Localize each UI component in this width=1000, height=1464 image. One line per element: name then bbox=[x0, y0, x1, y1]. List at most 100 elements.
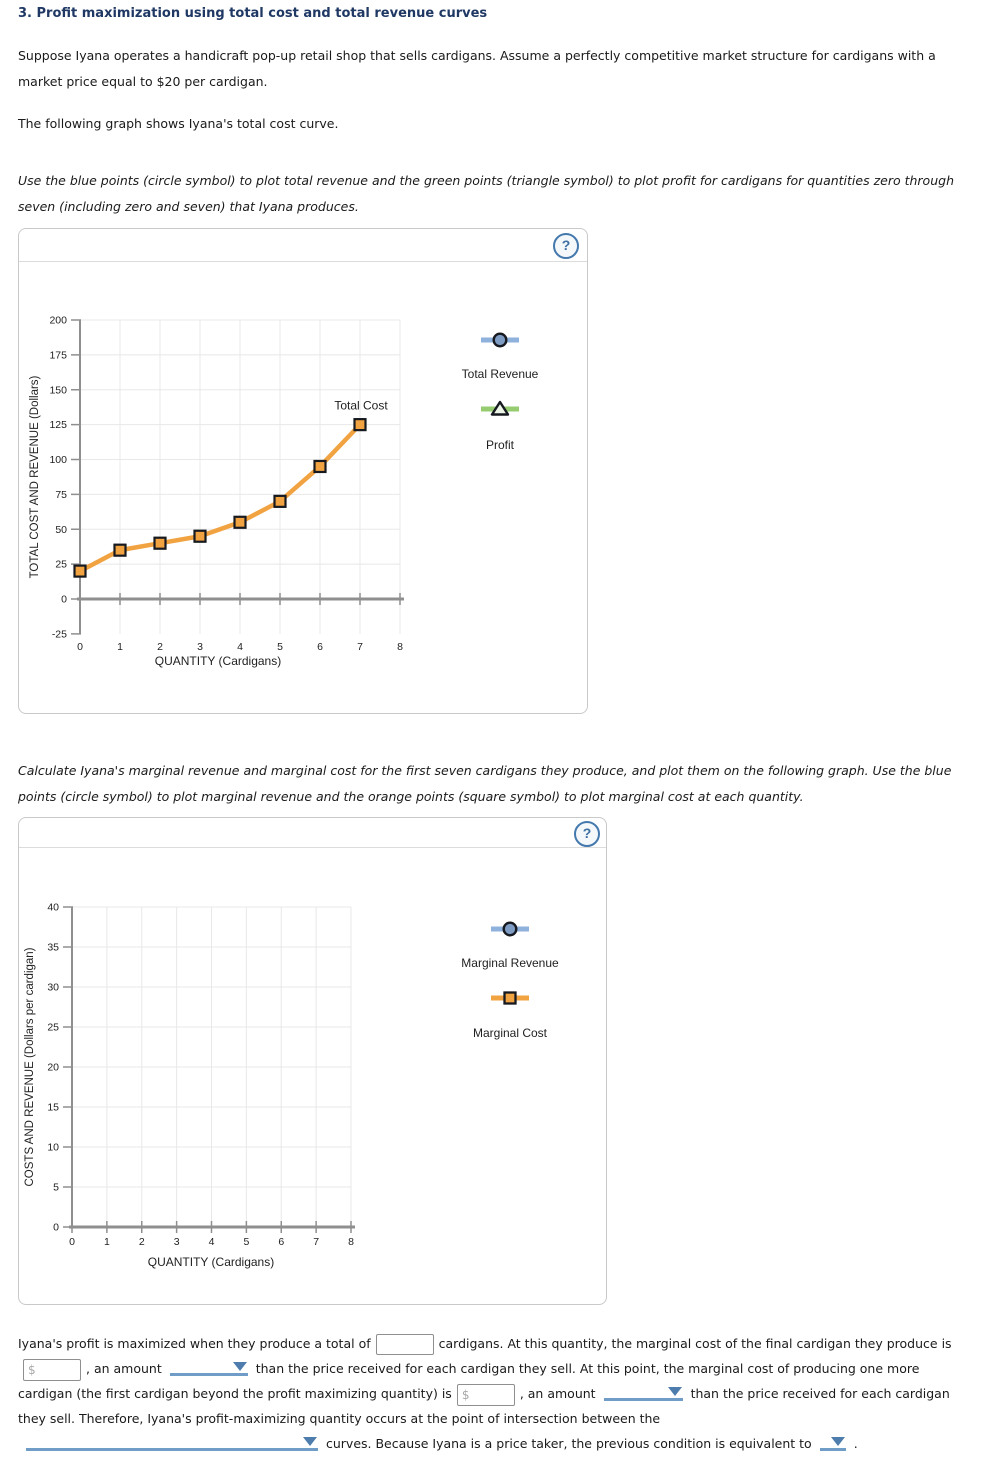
svg-text:7: 7 bbox=[313, 1236, 319, 1248]
intersection-curves-dropdown[interactable] bbox=[26, 1433, 318, 1451]
page-title: 3. Profit maximization using total cost … bbox=[18, 6, 488, 21]
svg-text:4: 4 bbox=[237, 641, 243, 653]
svg-text:0: 0 bbox=[69, 1236, 75, 1248]
svg-text:5: 5 bbox=[277, 641, 283, 653]
question-line: $ , an amount than the price received for … bbox=[18, 1356, 978, 1381]
svg-text:0: 0 bbox=[53, 1222, 59, 1234]
svg-text:5: 5 bbox=[53, 1182, 59, 1194]
svg-text:3: 3 bbox=[197, 641, 203, 653]
question-text: , an amount bbox=[519, 1386, 596, 1401]
legend-marginal-cost-point[interactable]: Marginal Cost bbox=[473, 991, 548, 1041]
equivalent-condition-dropdown[interactable] bbox=[819, 1433, 846, 1451]
marginal-cost-next-input[interactable] bbox=[469, 1384, 514, 1405]
question-block: Iyana's profit is maximized when they pr… bbox=[18, 1331, 978, 1456]
svg-text:75: 75 bbox=[55, 489, 67, 501]
tick-labels: 0 5 10 15 20 25 30 35 40 0 1 2 3 4 5 6 7 8 bbox=[47, 902, 354, 1249]
question-text: . bbox=[853, 1436, 858, 1451]
data-point bbox=[313, 459, 327, 474]
legend-label: Marginal Cost bbox=[473, 1026, 548, 1040]
svg-text:0: 0 bbox=[61, 594, 67, 606]
amount-comparison-dropdown-1[interactable] bbox=[169, 1358, 248, 1376]
data-point bbox=[73, 564, 87, 578]
question-line: Iyana's profit is maximized when they pr… bbox=[18, 1331, 978, 1356]
gridlines bbox=[72, 906, 352, 1227]
svg-text:15: 15 bbox=[47, 1102, 59, 1114]
svg-text:8: 8 bbox=[397, 641, 403, 653]
svg-text:25: 25 bbox=[47, 1022, 59, 1034]
svg-text:2: 2 bbox=[157, 641, 163, 653]
svg-text:8: 8 bbox=[348, 1236, 354, 1248]
x-axis-title: QUANTITY (Cardigans) bbox=[155, 654, 281, 668]
data-point bbox=[233, 515, 247, 529]
y-axis-title: TOTAL COST AND REVENUE (Dollars) bbox=[29, 375, 41, 578]
question-text: , an amount bbox=[86, 1361, 162, 1376]
legend-marginal-revenue-point[interactable]: Marginal Revenue bbox=[461, 921, 559, 970]
graph-panel-header: ? bbox=[19, 229, 587, 262]
currency-symbol: $ bbox=[461, 1387, 470, 1402]
marginal-graph-panel: ? 0 5 10 15 20 25 30 35 40 0 1 2 3 4 5 6 7 8 QUANTITY (Car… bbox=[18, 817, 607, 1305]
svg-text:4: 4 bbox=[209, 1236, 215, 1248]
legend-total-revenue-point[interactable]: Total Revenue bbox=[462, 332, 539, 381]
total-cost-graph-panel: ? -25 0 25 50 75 100 125 150 175 200 0 1 2 3 4 5 6 7 8 QUAN… bbox=[18, 228, 588, 714]
question-line: they sell. Therefore, Iyana's profit-max… bbox=[18, 1406, 978, 1431]
marginal-graph-svg: 0 5 10 15 20 25 30 35 40 0 1 2 3 4 5 6 7 8 QUANTITY (Cardi… bbox=[24, 902, 559, 1270]
svg-text:1: 1 bbox=[117, 641, 123, 653]
svg-text:100: 100 bbox=[49, 454, 67, 466]
svg-text:200: 200 bbox=[49, 315, 67, 327]
graph-panel-header: ? bbox=[19, 818, 606, 848]
question-line: cardigan (the first cardigan beyond the … bbox=[18, 1381, 978, 1406]
svg-text:0: 0 bbox=[77, 641, 83, 653]
question-text: cardigans. At this quantity, the margina… bbox=[438, 1336, 952, 1351]
intro-paragraph: Suppose Iyana operates a handicraft pop-… bbox=[18, 48, 936, 89]
svg-text:5: 5 bbox=[243, 1236, 249, 1248]
svg-text:30: 30 bbox=[47, 982, 59, 994]
profit-max-quantity-input[interactable] bbox=[375, 1334, 434, 1355]
axes bbox=[71, 319, 404, 635]
data-point bbox=[153, 536, 167, 550]
currency-symbol: $ bbox=[28, 1362, 36, 1377]
svg-text:150: 150 bbox=[49, 384, 67, 396]
question-text: than the price received for each cardiga… bbox=[690, 1386, 950, 1401]
question-text: curves. Because Iyana is a price taker, … bbox=[326, 1436, 812, 1451]
question-text: than the price received for each cardiga… bbox=[255, 1361, 920, 1376]
svg-text:6: 6 bbox=[278, 1236, 284, 1248]
svg-text:35: 35 bbox=[47, 942, 59, 954]
marginal-cost-next-input-box: $ bbox=[456, 1383, 515, 1406]
intro-graph-note: The following graph shows Iyana's total … bbox=[18, 116, 339, 131]
svg-text:10: 10 bbox=[47, 1142, 59, 1154]
svg-text:175: 175 bbox=[49, 349, 67, 361]
svg-text:6: 6 bbox=[317, 641, 323, 653]
help-icon[interactable]: ? bbox=[574, 821, 600, 847]
question-text: they sell. Therefore, Iyana's profit-max… bbox=[18, 1411, 661, 1426]
data-point bbox=[273, 494, 287, 508]
data-point bbox=[353, 418, 367, 432]
question-line: curves. Because Iyana is a price taker, … bbox=[18, 1431, 978, 1456]
help-icon[interactable]: ? bbox=[553, 233, 579, 259]
svg-text:25: 25 bbox=[55, 559, 67, 571]
plot-instruction-1: Use the blue points (circle symbol) to p… bbox=[18, 173, 954, 214]
marginal-cost-final-input[interactable] bbox=[35, 1359, 80, 1380]
question-text: cardigan (the first cardigan beyond the … bbox=[18, 1386, 452, 1401]
svg-text:7: 7 bbox=[357, 641, 363, 653]
data-point bbox=[193, 529, 207, 543]
legend-label: Marginal Revenue bbox=[461, 956, 559, 970]
amount-comparison-dropdown-2[interactable] bbox=[603, 1383, 683, 1401]
axes bbox=[63, 906, 355, 1233]
total-cost-chart: -25 0 25 50 75 100 125 150 175 200 0 1 2 3 4 5 6 7 8 QUANTI… bbox=[19, 262, 587, 717]
svg-text:20: 20 bbox=[47, 1062, 59, 1074]
tick-labels: -25 0 25 50 75 100 125 150 175 200 0 1 2 3 4 5 6 7 8 bbox=[49, 315, 403, 654]
svg-text:-25: -25 bbox=[52, 628, 67, 640]
x-axis-title: QUANTITY (Cardigans) bbox=[148, 1255, 274, 1269]
data-point bbox=[113, 543, 127, 557]
marginal-chart: 0 5 10 15 20 25 30 35 40 0 1 2 3 4 5 6 7 8 QUANTITY (Cardi… bbox=[19, 848, 606, 1308]
gridlines bbox=[80, 319, 401, 634]
curve-label: Total Cost bbox=[334, 399, 388, 413]
series-total-cost bbox=[73, 418, 367, 578]
legend-label: Total Revenue bbox=[462, 367, 539, 381]
legend-profit-point[interactable]: Profit bbox=[481, 400, 519, 452]
y-axis-title: COSTS AND REVENUE (Dollars per cardigan) bbox=[24, 947, 36, 1186]
svg-text:1: 1 bbox=[104, 1236, 110, 1248]
plot-instruction-2: Calculate Iyana's marginal revenue and m… bbox=[18, 763, 952, 804]
total-cost-graph-svg: -25 0 25 50 75 100 125 150 175 200 0 1 2 3 4 5 6 7 8 QUANTI… bbox=[29, 315, 539, 669]
marginal-cost-final-input-box: $ bbox=[23, 1358, 81, 1381]
